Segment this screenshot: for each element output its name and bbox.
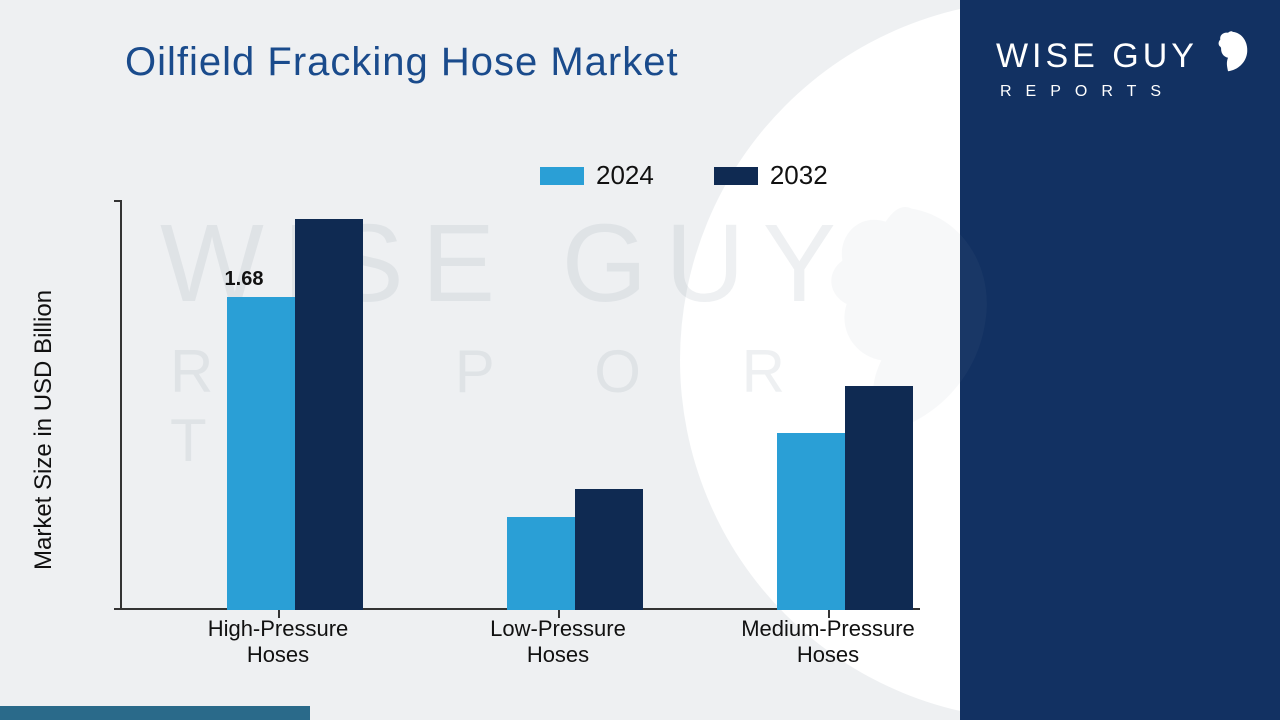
- footer-accent-bar: [0, 706, 310, 720]
- legend-swatch-2032: [714, 167, 758, 185]
- category-label: Medium-PressureHoses: [708, 616, 948, 669]
- legend: 2024 2032: [540, 160, 828, 191]
- right-panel: [960, 0, 1280, 720]
- bar: [575, 489, 643, 610]
- chart-title: Oilfield Fracking Hose Market: [125, 40, 679, 85]
- category-label: Low-PressureHoses: [438, 616, 678, 669]
- legend-item-2032: 2032: [714, 160, 828, 191]
- bar: [295, 219, 363, 610]
- y-tick: [114, 200, 122, 202]
- bar-group: [210, 219, 380, 610]
- y-axis: [120, 200, 122, 610]
- brand-logo: WISE GUY REPORTS: [996, 28, 1252, 101]
- legend-label-2032: 2032: [770, 160, 828, 191]
- legend-item-2024: 2024: [540, 160, 654, 191]
- logo-text-2: REPORTS: [996, 83, 1252, 101]
- chart-area: 1.68High-PressureHosesLow-PressureHosesM…: [120, 200, 920, 610]
- category-label: High-PressureHoses: [158, 616, 398, 669]
- bar-group: [760, 386, 930, 610]
- y-axis-label: Market Size in USD Billion: [30, 290, 58, 570]
- bar: [845, 386, 913, 610]
- stage: WISE GUY REPORTS Oilfield Fracking Hose …: [0, 0, 1280, 720]
- bar: [777, 433, 845, 610]
- head-icon: [1204, 28, 1252, 85]
- logo-text-1: WISE GUY: [996, 37, 1198, 76]
- bar-group: [490, 489, 660, 610]
- bar: [507, 517, 575, 610]
- legend-label-2024: 2024: [596, 160, 654, 191]
- logo-line1: WISE GUY: [996, 28, 1252, 85]
- bar: [227, 297, 295, 610]
- legend-swatch-2024: [540, 167, 584, 185]
